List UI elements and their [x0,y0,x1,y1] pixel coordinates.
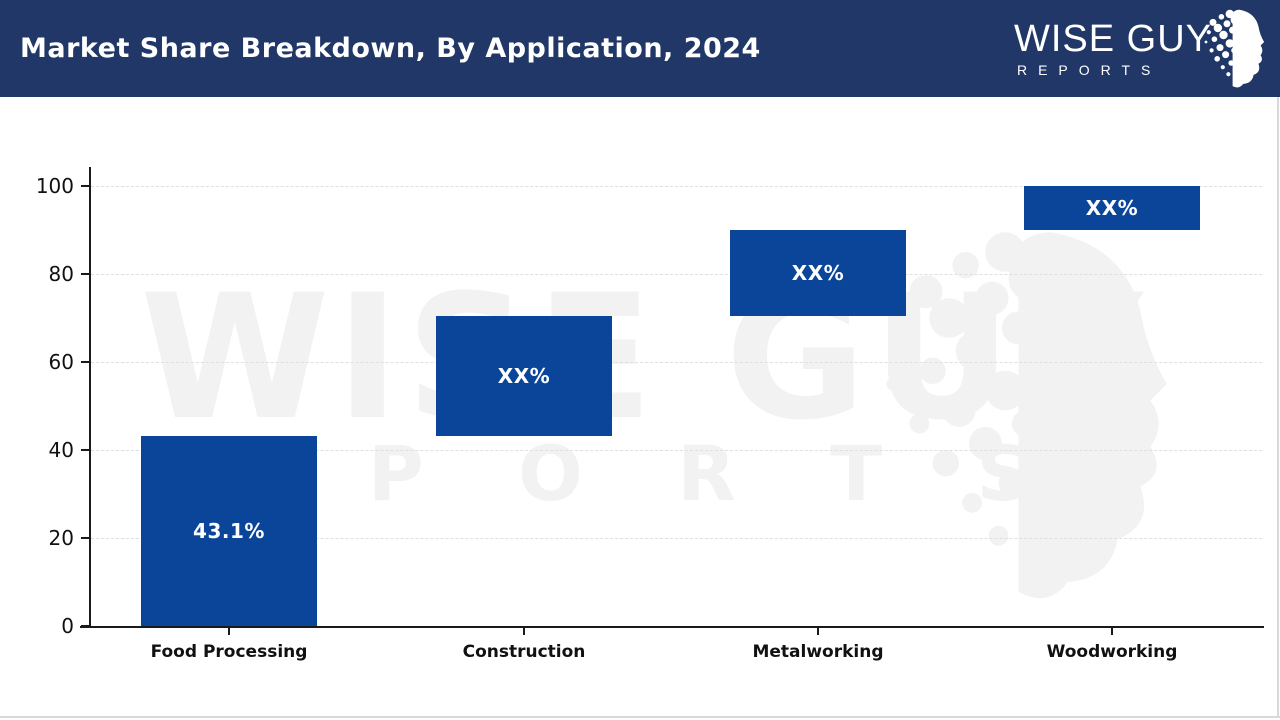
y-tick-60 [81,361,90,363]
y-tick-label-100: 100 [35,174,74,198]
gridline-100 [91,186,1262,187]
bar-value-label: 43.1% [193,519,265,544]
page-title: Market Share Breakdown, By Application, … [20,33,761,64]
logo-subtitle: REPORTS [1016,61,1162,78]
x-tick-3 [1111,628,1113,635]
chart-area: WISE GUY P O R T S 0 20 40 60 80 100 43.1% Food… [0,97,1280,720]
bar-value-label: XX% [497,364,551,389]
y-tick-label-0: 0 [61,614,74,638]
x-category-label: Construction [462,642,586,662]
bar-food-processing: 43.1% [141,436,317,626]
gridline-60 [91,362,1262,363]
y-tick-20 [81,537,90,539]
logo-face-icon [1198,7,1270,91]
gridline-80 [91,274,1262,275]
y-tick-100 [81,185,90,187]
x-tick-0 [228,628,230,635]
logo-wordmark: WISE GUY [1013,17,1212,60]
x-tick-1 [523,628,525,635]
y-tick-label-80: 80 [48,262,74,286]
y-tick-label-40: 40 [48,438,74,462]
x-category-label: Metalworking [752,642,884,662]
bar-metalworking: XX% [730,230,906,316]
y-axis-line [89,167,91,628]
x-category-label: Food Processing [150,642,308,662]
watermark: WISE GUY P O R T S [0,97,1280,720]
x-axis-line [80,626,1264,628]
right-border [1277,97,1279,717]
bar-woodworking: XX% [1024,186,1200,230]
y-tick-label-20: 20 [48,526,74,550]
gridline-40 [91,450,1262,451]
logo-text: WISE GUY REPORTS [1014,20,1212,78]
y-tick-label-60: 60 [48,350,74,374]
y-tick-0 [81,625,90,627]
waterfall-chart: 0 20 40 60 80 100 43.1% Food Processing XX% Const… [0,97,1280,720]
bar-value-label: XX% [791,260,845,285]
gridline-20 [91,538,1262,539]
x-category-label: Woodworking [1046,642,1178,662]
x-tick-2 [817,628,819,635]
wise-guy-logo: WISE GUY REPORTS [1014,7,1270,91]
header: Market Share Breakdown, By Application, … [0,0,1280,97]
bottom-border [0,716,1280,718]
watermark-line2: P O R T S [368,429,1066,518]
y-tick-40 [81,449,90,451]
y-tick-80 [81,273,90,275]
bar-construction: XX% [436,315,612,437]
bar-value-label: XX% [1085,196,1139,220]
